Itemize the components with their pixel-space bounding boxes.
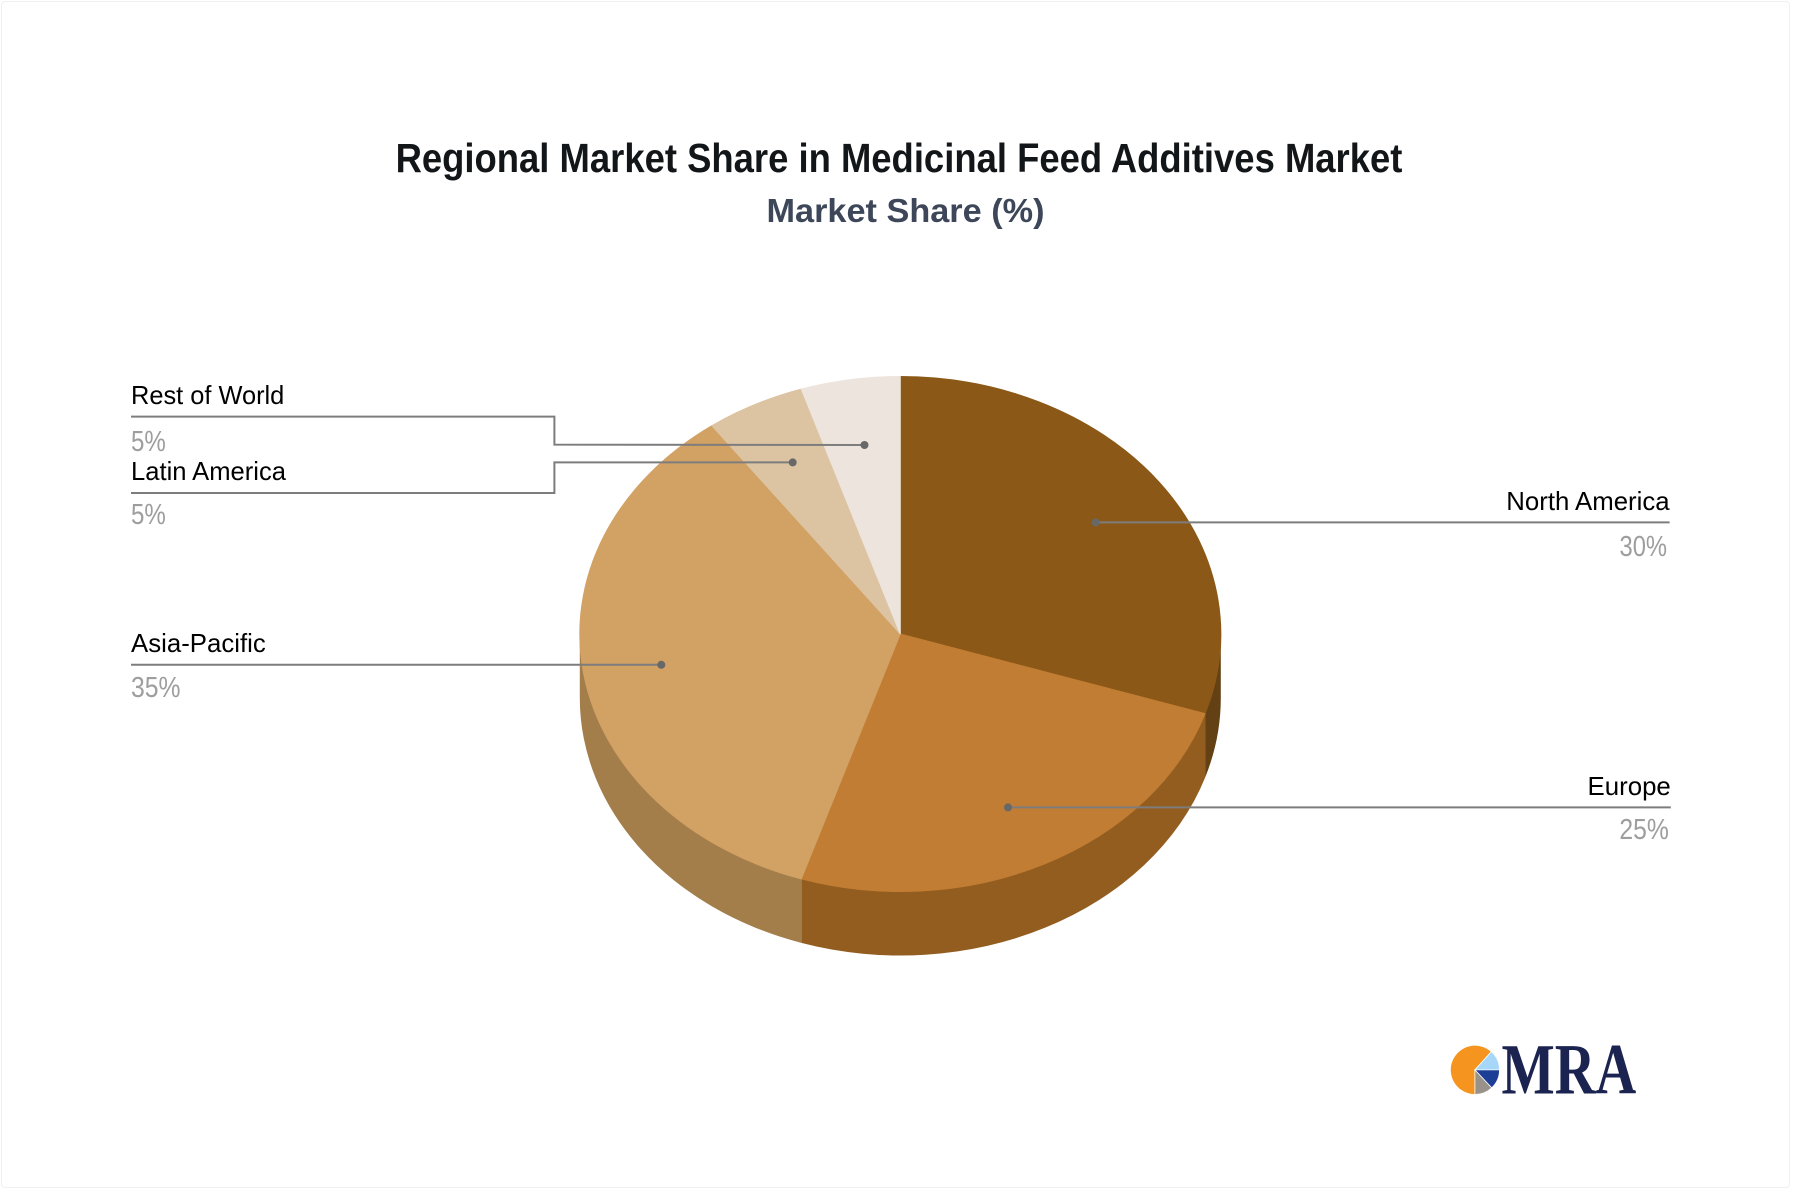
- svg-text:Market Share (%): Market Share (%): [767, 192, 1045, 229]
- svg-text:5%: 5%: [131, 426, 166, 458]
- svg-text:Latin America: Latin America: [131, 456, 287, 486]
- svg-text:Asia-Pacific: Asia-Pacific: [131, 628, 266, 658]
- svg-text:35%: 35%: [131, 672, 181, 704]
- svg-text:Europe: Europe: [1588, 771, 1671, 801]
- svg-text:30%: 30%: [1620, 531, 1668, 563]
- svg-text:Regional Market Share in Medic: Regional Market Share in Medicinal Feed …: [396, 135, 1403, 181]
- svg-text:North America: North America: [1506, 486, 1670, 516]
- svg-text:MRA: MRA: [1502, 1030, 1637, 1110]
- svg-text:Rest of World: Rest of World: [131, 380, 284, 410]
- svg-text:25%: 25%: [1619, 814, 1669, 846]
- svg-text:5%: 5%: [131, 499, 166, 531]
